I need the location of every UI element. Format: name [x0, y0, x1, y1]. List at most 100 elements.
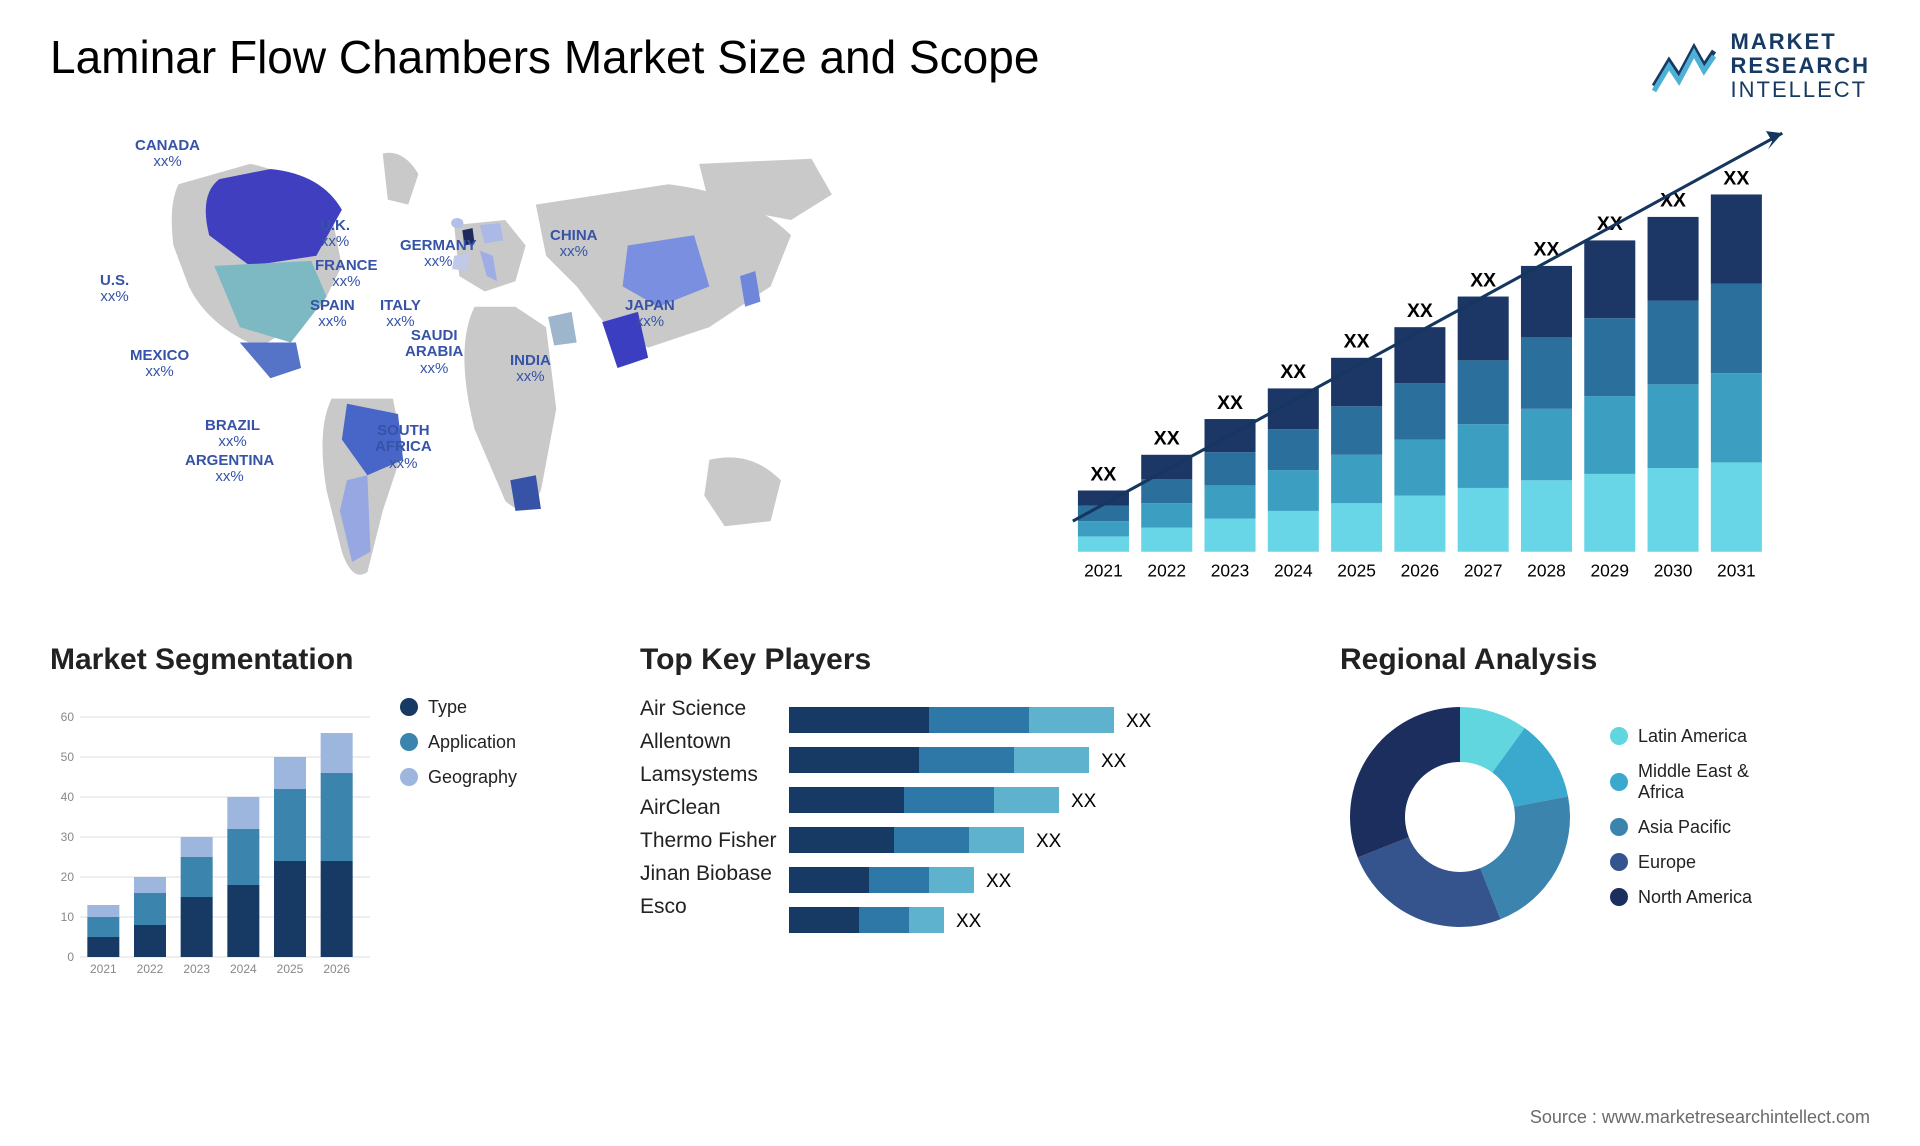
logo: MARKET RESEARCH INTELLECT: [1649, 30, 1870, 103]
legend-dot-icon: [1610, 727, 1628, 745]
key-players-title: Top Key Players: [640, 643, 1310, 677]
svg-text:2027: 2027: [1464, 560, 1503, 580]
map-label-argentina: ARGENTINAxx%: [185, 453, 274, 486]
map-label-italy: ITALYxx%: [380, 298, 421, 331]
segmentation-title: Market Segmentation: [50, 643, 610, 677]
regional-title: Regional Analysis: [1340, 643, 1870, 677]
svg-text:XX: XX: [1280, 361, 1306, 383]
map-label-south-africa: SOUTHAFRICAxx%: [375, 423, 432, 473]
map-safrica: [510, 475, 541, 511]
svg-text:XX: XX: [1344, 330, 1370, 352]
svg-text:XX: XX: [986, 871, 1012, 892]
svg-text:2029: 2029: [1590, 560, 1629, 580]
legend-label: Geography: [428, 767, 517, 788]
region-legend-item: Latin America: [1610, 726, 1752, 747]
svg-text:XX: XX: [1036, 831, 1062, 852]
seg-legend-item: Geography: [400, 767, 517, 788]
region-legend-item: Middle East &Africa: [1610, 761, 1752, 803]
svg-text:XX: XX: [1071, 791, 1097, 812]
legend-label: Asia Pacific: [1638, 817, 1731, 838]
player-name: Jinan Biobase: [640, 862, 777, 886]
seg-legend-item: Application: [400, 732, 517, 753]
legend-dot-icon: [1610, 773, 1628, 791]
map-uk: [451, 218, 463, 228]
svg-text:XX: XX: [1101, 751, 1127, 772]
segmentation-legend: Type Application Geography: [400, 697, 517, 977]
svg-text:2023: 2023: [1211, 560, 1250, 580]
map-label-u-k-: U.K.xx%: [320, 218, 350, 251]
svg-text:60: 60: [61, 710, 75, 724]
legend-label: Europe: [1638, 852, 1696, 873]
svg-text:2026: 2026: [1401, 560, 1440, 580]
player-name: Thermo Fisher: [640, 829, 777, 853]
map-label-u-s-: U.S.xx%: [100, 273, 129, 306]
region-legend-item: Europe: [1610, 852, 1752, 873]
region-legend-item: Asia Pacific: [1610, 817, 1752, 838]
svg-text:2024: 2024: [1274, 560, 1313, 580]
svg-text:40: 40: [61, 790, 75, 804]
map-label-brazil: BRAZILxx%: [205, 418, 260, 451]
key-players-chart: XXXXXXXXXXXX: [789, 697, 1209, 977]
svg-text:2030: 2030: [1654, 560, 1693, 580]
svg-text:30: 30: [61, 830, 75, 844]
svg-text:2026: 2026: [323, 962, 350, 976]
logo-line1: MARKET: [1731, 30, 1870, 54]
map-label-spain: SPAINxx%: [310, 298, 355, 331]
svg-text:20: 20: [61, 870, 75, 884]
legend-dot-icon: [1610, 888, 1628, 906]
growth-chart: XX 2021 XX 2022 XX 2023 XX 2024 XX 2025 XX 2026 XX 20…: [980, 123, 1870, 613]
svg-text:2021: 2021: [90, 962, 117, 976]
svg-text:XX: XX: [1154, 427, 1180, 449]
svg-text:XX: XX: [1126, 711, 1152, 732]
svg-text:XX: XX: [1407, 300, 1433, 322]
map-label-china: CHINAxx%: [550, 228, 598, 261]
legend-dot-icon: [1610, 853, 1628, 871]
segmentation-panel: Market Segmentation 01020304050602021202…: [50, 643, 610, 977]
source-text: Source : www.marketresearchintellect.com: [1530, 1107, 1870, 1128]
player-name: Lamsystems: [640, 763, 777, 787]
svg-text:2022: 2022: [1147, 560, 1186, 580]
svg-text:2023: 2023: [183, 962, 210, 976]
svg-text:2025: 2025: [1337, 560, 1376, 580]
players-names-list: Air Science Allentown Lamsystems AirClean Th…: [640, 697, 777, 977]
regional-panel: Regional Analysis Latin America Middle Ea…: [1340, 643, 1870, 977]
map-label-canada: CANADAxx%: [135, 138, 200, 171]
legend-dot-icon: [1610, 818, 1628, 836]
logo-line2: RESEARCH: [1731, 54, 1870, 78]
svg-text:XX: XX: [1217, 391, 1243, 413]
key-players-panel: Top Key Players Air Science Allentown Lams…: [640, 643, 1310, 977]
legend-label: Type: [428, 697, 467, 718]
legend-label: North America: [1638, 887, 1752, 908]
map-label-france: FRANCExx%: [315, 258, 378, 291]
regional-legend: Latin America Middle East &Africa Asia Pac…: [1610, 726, 1752, 908]
player-name: Esco: [640, 895, 777, 919]
map-label-japan: JAPANxx%: [625, 298, 675, 331]
map-label-saudi-arabia: SAUDIARABIAxx%: [405, 328, 463, 378]
logo-icon: [1649, 36, 1719, 96]
svg-text:2021: 2021: [1084, 560, 1123, 580]
region-legend-item: North America: [1610, 887, 1752, 908]
map-saudi: [548, 311, 577, 345]
svg-text:2028: 2028: [1527, 560, 1566, 580]
legend-dot-icon: [400, 733, 418, 751]
svg-text:2024: 2024: [230, 962, 257, 976]
segmentation-chart: 0102030405060202120222023202420252026: [50, 697, 380, 977]
player-name: AirClean: [640, 796, 777, 820]
player-name: Air Science: [640, 697, 777, 721]
svg-text:XX: XX: [956, 911, 982, 932]
svg-text:10: 10: [61, 910, 75, 924]
legend-label: Latin America: [1638, 726, 1747, 747]
regional-donut: [1340, 697, 1580, 937]
map-label-germany: GERMANYxx%: [400, 238, 477, 271]
seg-legend-item: Type: [400, 697, 517, 718]
growth-chart-svg: XX 2021 XX 2022 XX 2023 XX 2024 XX 2025 XX 2026 XX 20…: [980, 123, 1870, 613]
legend-label: Application: [428, 732, 516, 753]
svg-text:XX: XX: [1091, 463, 1117, 485]
svg-text:2031: 2031: [1717, 560, 1756, 580]
header: Laminar Flow Chambers Market Size and Sc…: [50, 30, 1870, 103]
legend-dot-icon: [400, 768, 418, 786]
svg-text:50: 50: [61, 750, 75, 764]
svg-text:XX: XX: [1470, 269, 1496, 291]
page-title: Laminar Flow Chambers Market Size and Sc…: [50, 30, 1039, 84]
player-name: Allentown: [640, 730, 777, 754]
